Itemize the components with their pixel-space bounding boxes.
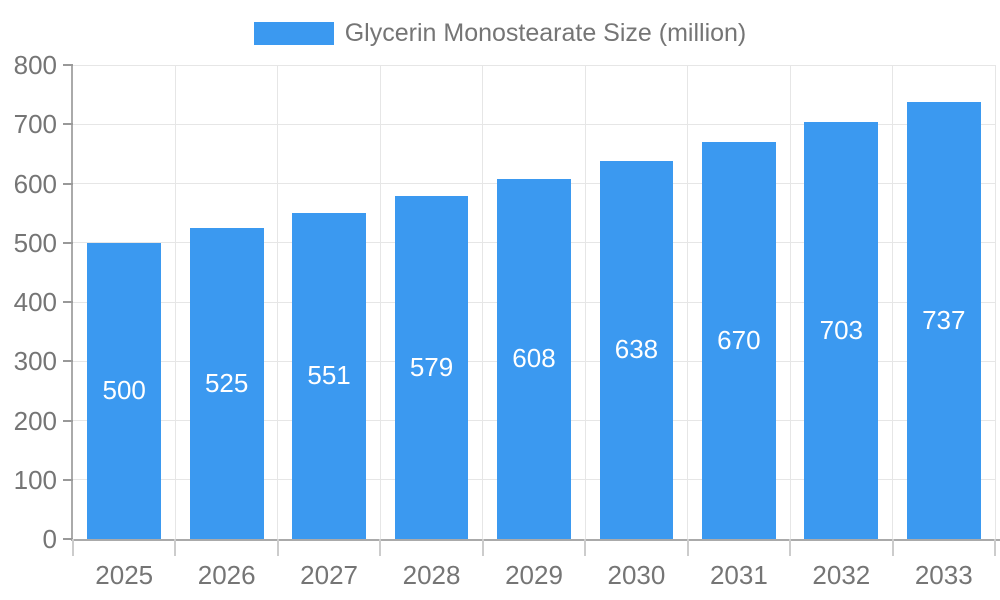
gridline-horizontal xyxy=(73,64,995,66)
bar-value-label: 579 xyxy=(409,351,454,382)
legend-label: Glycerin Monostearate Size (million) xyxy=(344,19,747,47)
y-tick-label: 500 xyxy=(13,227,57,258)
x-tick-mark xyxy=(481,539,484,556)
x-tick-label: 2032 xyxy=(812,560,871,590)
x-tick-mark xyxy=(276,539,279,556)
y-tick-label: 400 xyxy=(13,287,57,317)
y-tick-mark xyxy=(63,241,73,244)
bar-2028: 579 xyxy=(394,195,469,539)
y-tick-label: 0 xyxy=(42,524,57,554)
x-tick-mark xyxy=(174,539,177,556)
bar-value-label: 525 xyxy=(204,367,249,398)
plot-area: 500 525 551 579 608 638 670 703 737 xyxy=(71,64,1000,541)
x-tick-mark xyxy=(891,539,894,556)
x-tick-label: 2030 xyxy=(607,560,666,590)
y-tick-mark xyxy=(63,182,73,185)
legend-swatch xyxy=(253,22,334,45)
x-tick-label: 2026 xyxy=(197,560,256,590)
gridline-vertical xyxy=(892,65,894,539)
legend-item[interactable]: Glycerin Monostearate Size (million) xyxy=(0,19,1000,48)
gridline-vertical xyxy=(174,65,176,539)
y-tick-mark xyxy=(63,360,73,363)
bar-2029: 608 xyxy=(497,178,571,539)
gridline-vertical xyxy=(482,65,484,539)
bar-2026: 525 xyxy=(189,227,264,539)
y-tick-mark xyxy=(63,419,73,422)
bar-2032: 703 xyxy=(804,122,879,539)
x-axis-line xyxy=(71,539,1000,541)
gridline-horizontal xyxy=(73,123,995,125)
bar-value-label: 551 xyxy=(307,360,351,391)
x-tick-label: 2025 xyxy=(95,560,154,590)
y-tick-mark xyxy=(63,538,73,540)
gridline-vertical xyxy=(584,65,586,539)
x-tick-mark xyxy=(584,539,587,556)
gridline-vertical xyxy=(687,65,689,539)
x-tick-mark xyxy=(789,539,792,556)
y-tick-label: 100 xyxy=(13,464,57,495)
y-tick-mark xyxy=(63,478,73,481)
gridline-vertical xyxy=(379,65,381,539)
bar-2031: 670 xyxy=(702,142,776,539)
bar-2027: 551 xyxy=(292,212,366,539)
gridline-vertical xyxy=(277,65,279,539)
gridline-vertical xyxy=(789,65,791,539)
bar-value-label: 500 xyxy=(102,375,146,406)
x-tick-label: 2029 xyxy=(505,560,563,590)
gridline-vertical xyxy=(994,65,996,539)
bar-value-label: 737 xyxy=(922,305,966,336)
x-tick-label: 2031 xyxy=(709,560,768,590)
x-tick-label: 2027 xyxy=(300,560,359,590)
bar-2033: 737 xyxy=(906,102,981,539)
x-tick-mark xyxy=(379,539,382,556)
x-tick-label: 2033 xyxy=(914,560,973,590)
bar-value-label: 608 xyxy=(512,343,556,374)
bar-2025: 500 xyxy=(87,242,162,539)
bar-2030: 638 xyxy=(599,160,674,539)
x-tick-mark xyxy=(686,539,689,556)
bar-value-label: 703 xyxy=(819,315,864,346)
y-tick-mark xyxy=(63,301,73,303)
x-tick-mark xyxy=(994,539,996,556)
y-tick-label: 600 xyxy=(13,168,57,199)
y-tick-mark xyxy=(63,64,73,66)
bar-value-label: 670 xyxy=(717,325,761,355)
y-tick-label: 200 xyxy=(13,405,57,436)
y-tick-label: 700 xyxy=(13,109,57,140)
x-tick-label: 2028 xyxy=(402,560,461,590)
bar-value-label: 638 xyxy=(614,334,659,365)
y-tick-label: 800 xyxy=(13,50,57,80)
x-tick-mark xyxy=(72,539,74,556)
y-tick-label: 300 xyxy=(13,346,57,377)
y-tick-mark xyxy=(63,123,73,126)
